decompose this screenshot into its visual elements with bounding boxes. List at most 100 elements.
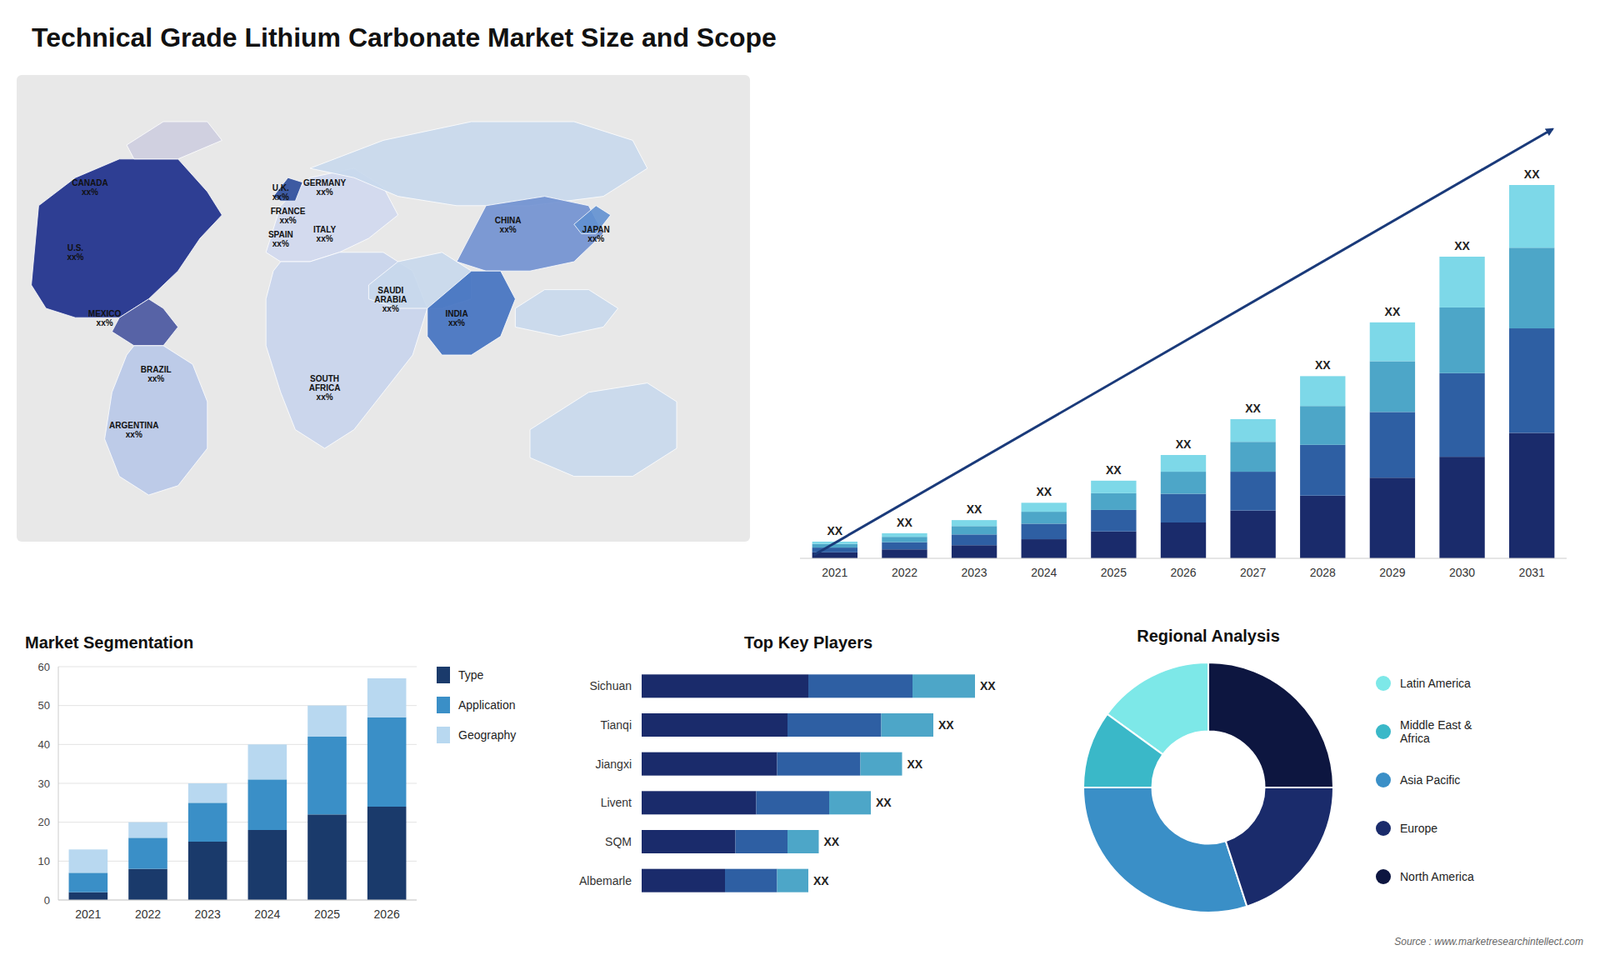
bar-segment [1230, 510, 1275, 559]
y-tick-label: 10 [38, 855, 50, 868]
text-line: SOUTH [310, 374, 340, 384]
bar-total-label: XX [980, 679, 996, 693]
legend-label: Geography [458, 728, 516, 742]
bar-segment [1021, 511, 1067, 524]
bar-segment [1439, 456, 1485, 559]
x-tick-label: 2021 [75, 907, 101, 921]
text-line: U.K. [272, 182, 290, 192]
legend-swatch [436, 696, 450, 714]
map-region-japan [574, 205, 611, 235]
bar-total-label: XX [1105, 463, 1122, 477]
y-tick-label: 40 [38, 738, 50, 751]
bar-total-label: XX [907, 757, 924, 771]
text-line: xx% [125, 430, 143, 440]
bar-segment [1160, 455, 1206, 472]
grid-line [58, 783, 417, 785]
bar-segment [735, 830, 789, 854]
bar-segment [641, 830, 736, 854]
y-tick-label: Albemarle [579, 874, 632, 888]
map-country-label: GERMANYxx% [303, 177, 346, 196]
map-region-south-east-asia [515, 290, 618, 337]
map-region-north-america [31, 159, 223, 318]
bar-total-label: XX [813, 874, 830, 888]
legend-swatch [1375, 772, 1391, 788]
bars [69, 678, 407, 900]
bar-segment [860, 752, 903, 776]
bar-total-label: XX [938, 718, 955, 732]
bar-segment [881, 549, 927, 559]
bar-segment [1090, 493, 1136, 510]
bar-segment [1370, 477, 1415, 559]
map-region-australia [530, 383, 677, 477]
legend-swatch [1375, 820, 1391, 836]
bar-segment [1090, 531, 1136, 559]
legend-swatch [436, 666, 450, 684]
text-line: SPAIN [268, 229, 294, 239]
bar-segment [951, 545, 997, 559]
map-country-label: BRAZILxx% [140, 364, 172, 383]
x-axis-line [58, 900, 417, 901]
map-country-label: ARGENTINAxx% [109, 420, 159, 440]
text-line: CHINA [495, 215, 522, 225]
text-line: SAUDI [377, 285, 404, 295]
bar-segment [881, 533, 927, 537]
bar-segment [1509, 432, 1555, 559]
legend-label: Europe [1400, 821, 1438, 835]
bar-segment [1160, 494, 1206, 523]
y-tick-label: SQM [605, 835, 632, 849]
bar-segment [756, 790, 830, 815]
donut-slice [1083, 714, 1163, 788]
bar-segment [881, 713, 935, 737]
bar-segment [1230, 419, 1275, 442]
bar-segment [307, 736, 347, 815]
text-line: xx% [66, 252, 84, 262]
donut-slice [1083, 787, 1247, 913]
legend: Latin AmericaMiddle East &AfricaAsia Pac… [1375, 675, 1475, 885]
map-region-russia [310, 121, 648, 206]
bar-total-label: XX [1245, 401, 1261, 415]
y-tick-label: Livent [600, 795, 632, 810]
map-country-label: FRANCExx% [270, 205, 306, 225]
bar-segment [367, 678, 407, 718]
bar-total-label: XX [826, 524, 843, 538]
grid-line [58, 860, 417, 862]
x-tick-label: 2028 [1310, 565, 1336, 580]
map-country-label: SPAINxx% [268, 229, 294, 248]
x-tick-label: 2021 [821, 565, 848, 580]
grid-line [58, 705, 417, 706]
y-tick-label: 60 [38, 660, 50, 674]
x-tick-label: 2029 [1379, 565, 1405, 580]
text-line: xx% [448, 317, 465, 327]
text-line: xx% [272, 238, 290, 248]
text-line: xx% [81, 186, 99, 196]
bar-segment [1090, 510, 1136, 532]
y-tick-label: 0 [44, 894, 50, 907]
text-line: U.S. [67, 243, 85, 253]
map-region-central-america [111, 299, 178, 346]
bar-segment [641, 790, 757, 815]
text-line: AFRICA [309, 383, 341, 393]
bar-segment [1509, 247, 1555, 329]
bar-segment [128, 822, 168, 839]
bar-segment [1230, 441, 1275, 472]
bar-segment [128, 837, 168, 869]
text-line: xx% [147, 373, 165, 383]
bar-segment [725, 869, 778, 893]
bar-segment [69, 892, 109, 900]
bar-segment [1021, 502, 1067, 512]
y-tick-label: 50 [38, 699, 50, 712]
bar-total-label: XX [896, 515, 913, 530]
grid-line [58, 666, 417, 668]
bar-total-label: XX [824, 835, 840, 849]
bar-segment [188, 783, 228, 803]
bar-segment [307, 705, 347, 737]
x-tick-label: 2030 [1449, 565, 1475, 580]
donut-slice [1208, 662, 1334, 788]
bar-segment [787, 713, 882, 737]
text-line: xx% [96, 317, 114, 327]
x-tick-label: 2023 [961, 565, 988, 580]
bars [641, 674, 975, 892]
bar-segment [1300, 495, 1345, 559]
bar-segment [307, 814, 347, 900]
x-tick-label: 2026 [374, 907, 400, 921]
